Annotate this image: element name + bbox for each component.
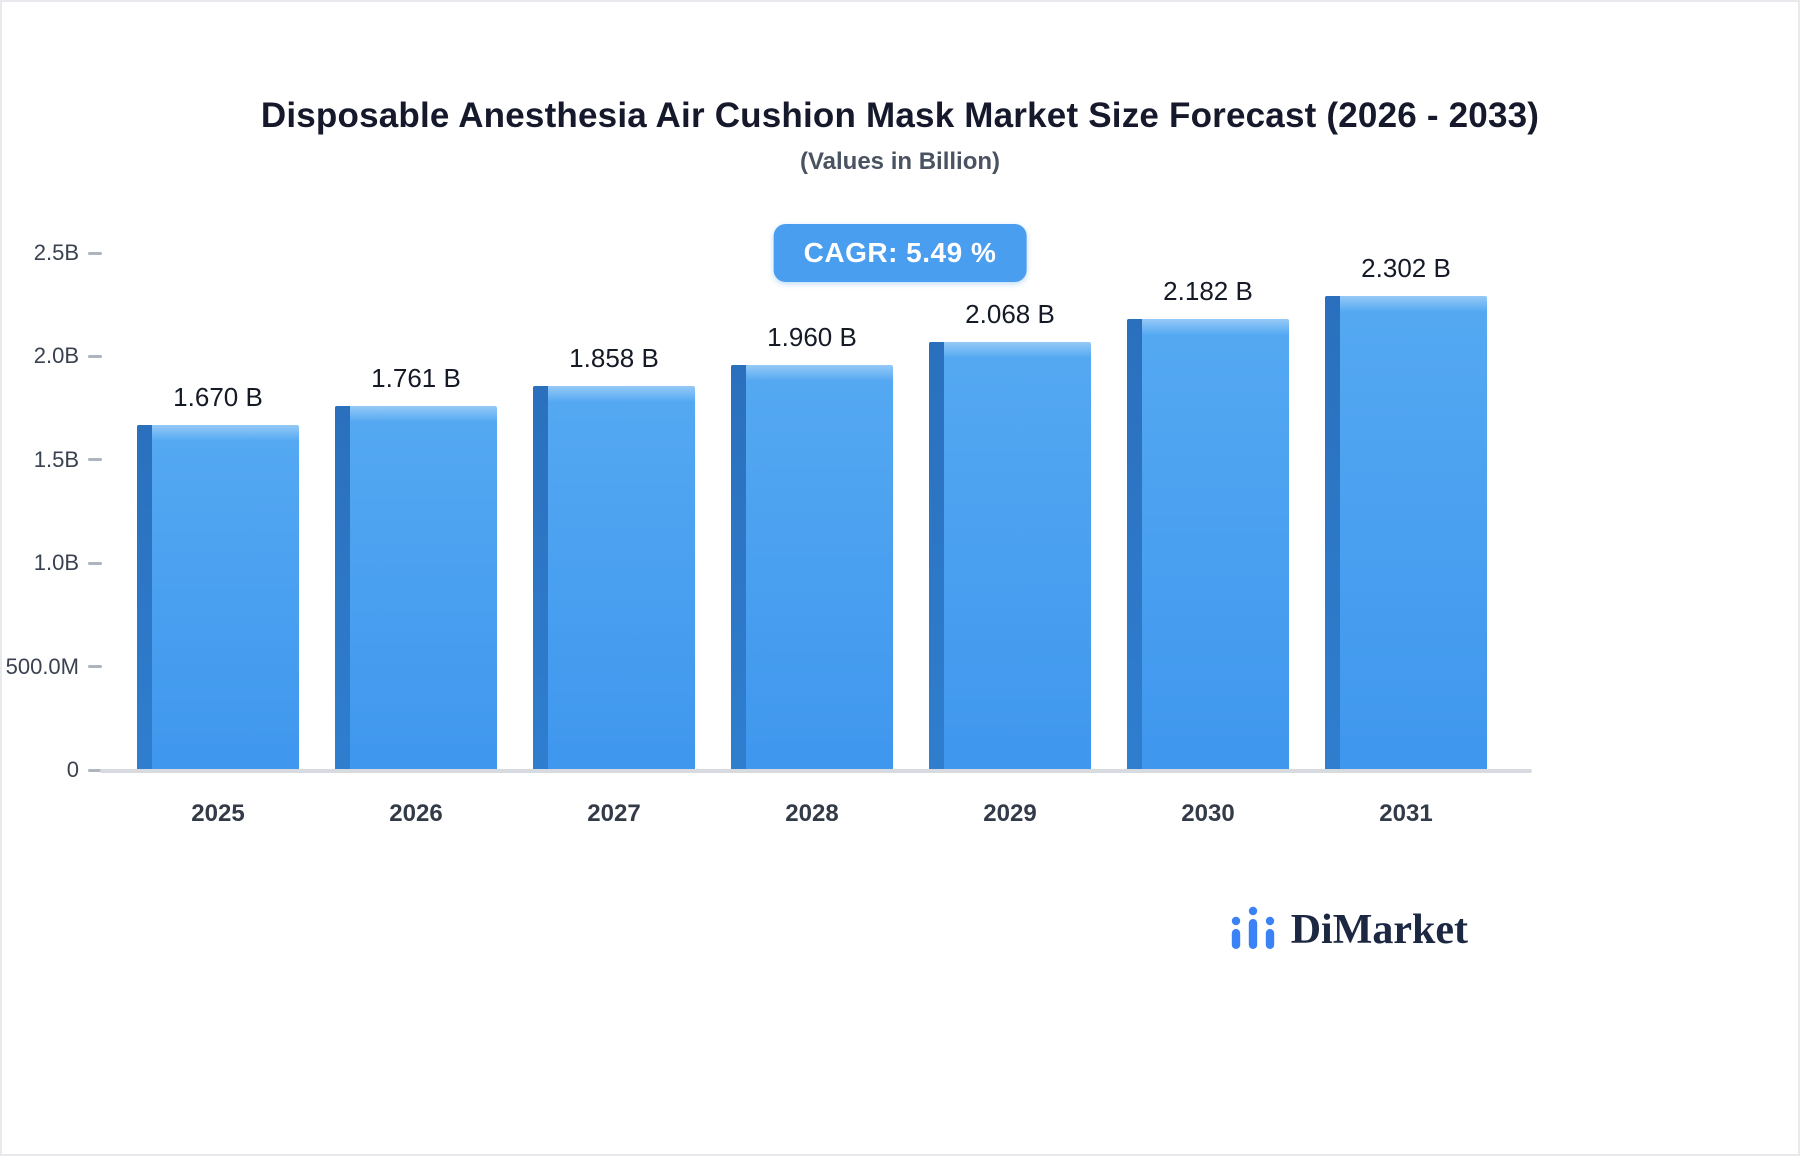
bar (335, 405, 497, 771)
y-axis-tick-label: 1.0B (33, 550, 79, 576)
y-axis: 2.5B 2.0B 1.5B 1.0B 500.0M 0 (0, 240, 102, 782)
x-axis-category-label: 2028 (785, 800, 839, 827)
y-axis-tick-label: 500.0M (5, 653, 79, 679)
bar-column: 2.302 B 2031 (1325, 253, 1487, 827)
bar-column: 1.670 B 2025 (137, 253, 299, 827)
y-axis-tick: 2.5B (34, 240, 102, 266)
y-axis-tick: 0 (67, 757, 102, 783)
y-axis-tick-mark (88, 768, 102, 772)
plot-area: 1.670 B 2025 1.761 B 2026 1.858 B 2027 1.960 B… (102, 253, 1522, 827)
bar-column: 1.761 B 2026 (335, 253, 497, 827)
x-axis-category-label: 2029 (983, 800, 1037, 827)
chart-title: Disposable Anesthesia Air Cushion Mask M… (260, 96, 1540, 135)
y-axis-tick: 2.0B (34, 343, 102, 369)
cagr-badge: CAGR: 5.49 % (773, 224, 1027, 282)
y-axis-tick-label: 2.5B (33, 240, 79, 265)
bar-value-label: 2.302 B (1361, 253, 1451, 283)
bar-value-label: 1.858 B (569, 342, 659, 373)
bar (731, 364, 893, 771)
x-axis-baseline (100, 769, 1532, 773)
y-axis-tick-label: 0 (66, 757, 79, 782)
bar (1325, 296, 1487, 770)
x-axis-category-label: 2025 (191, 800, 245, 827)
y-axis-tick-mark (88, 354, 102, 358)
bar-value-label: 2.068 B (965, 299, 1055, 330)
bar-value-label: 1.761 B (371, 362, 461, 393)
y-axis-tick: 1.5B (34, 447, 102, 473)
bar (1127, 318, 1289, 771)
y-axis-tick: 1.0B (34, 550, 102, 576)
bar-column: 2.068 B 2029 (929, 253, 1091, 827)
brand-logo-text: DiMarket (1290, 907, 1468, 953)
x-axis-category-label: 2030 (1181, 800, 1235, 827)
y-axis-tick-mark (88, 561, 102, 565)
y-axis-tick: 500.0M (6, 654, 102, 680)
y-axis-tick-mark (88, 665, 102, 669)
x-axis-category-label: 2027 (587, 800, 641, 827)
bar-column: 2.182 B 2030 (1127, 253, 1289, 827)
y-axis-tick-mark (88, 251, 102, 255)
bar-value-label: 2.182 B (1163, 275, 1253, 306)
y-axis-tick-label: 1.5B (33, 446, 79, 472)
chart-subtitle: (Values in Billion) (799, 148, 1001, 175)
bar-value-label: 1.960 B (767, 321, 857, 352)
bar-column: 1.960 B 2028 (731, 253, 893, 827)
dimarket-bars-icon (1227, 903, 1279, 951)
x-axis-category-label: 2031 (1379, 800, 1433, 827)
bar-value-label: 1.670 B (173, 381, 263, 412)
x-axis-category-label: 2026 (389, 800, 443, 827)
brand-logo: DiMarket (1227, 903, 1468, 951)
y-axis-tick-mark (88, 458, 102, 462)
bar (533, 385, 695, 771)
bar-column: 1.858 B 2027 (533, 253, 695, 827)
bar (137, 424, 299, 771)
bar (929, 342, 1091, 770)
y-axis-tick-label: 2.0B (33, 343, 79, 369)
